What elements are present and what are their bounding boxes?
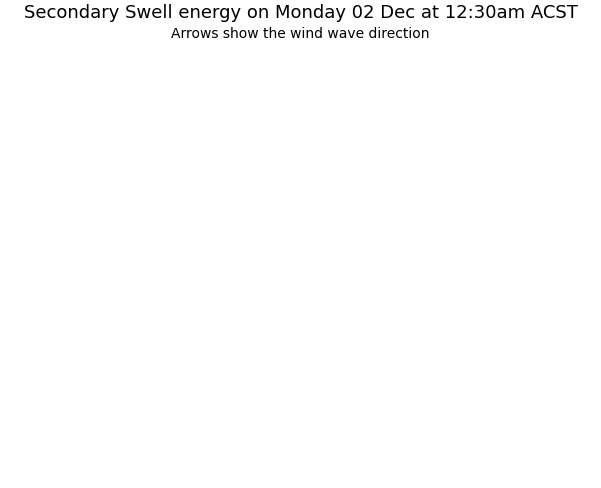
Text: Secondary Swell energy on Monday 02 Dec at 12:30am ACST: Secondary Swell energy on Monday 02 Dec … bbox=[23, 3, 578, 21]
Text: Requires cartopy: Requires cartopy bbox=[218, 257, 383, 276]
Text: Arrows show the wind wave direction: Arrows show the wind wave direction bbox=[171, 27, 430, 41]
